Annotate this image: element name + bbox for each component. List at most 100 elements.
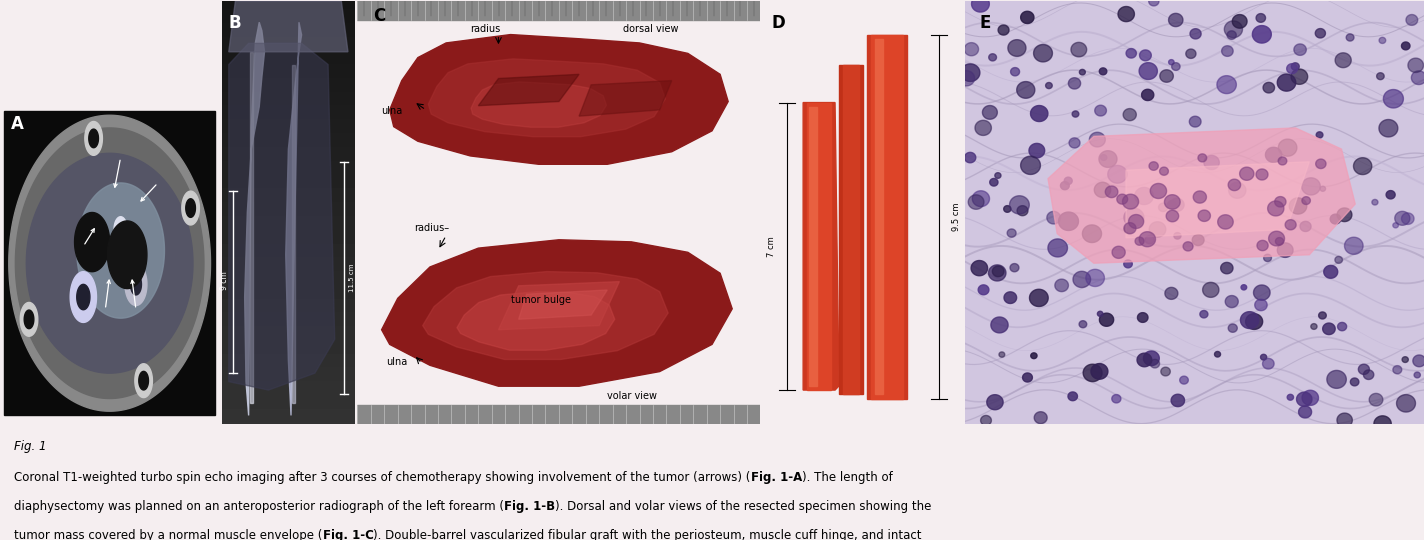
Polygon shape: [85, 122, 103, 156]
Polygon shape: [1292, 63, 1299, 70]
Polygon shape: [1089, 132, 1105, 147]
Polygon shape: [1279, 139, 1297, 156]
Polygon shape: [1145, 235, 1153, 244]
Polygon shape: [1397, 395, 1415, 412]
Polygon shape: [1030, 289, 1048, 307]
Polygon shape: [1004, 206, 1011, 212]
Polygon shape: [971, 260, 988, 276]
Polygon shape: [1263, 359, 1274, 369]
Polygon shape: [1263, 254, 1272, 261]
Polygon shape: [975, 120, 991, 136]
Polygon shape: [1079, 321, 1087, 328]
Polygon shape: [1166, 210, 1179, 222]
Polygon shape: [1240, 167, 1255, 180]
Polygon shape: [1300, 221, 1312, 232]
Polygon shape: [580, 80, 672, 116]
Polygon shape: [1048, 239, 1068, 257]
Polygon shape: [803, 103, 839, 390]
Polygon shape: [971, 0, 990, 12]
Polygon shape: [1055, 279, 1068, 292]
Polygon shape: [1344, 237, 1363, 254]
Polygon shape: [1198, 154, 1206, 162]
Polygon shape: [1143, 351, 1159, 366]
Polygon shape: [1240, 312, 1259, 328]
Text: D: D: [772, 14, 785, 32]
Polygon shape: [498, 282, 619, 330]
Polygon shape: [1159, 70, 1173, 82]
Polygon shape: [1190, 29, 1200, 39]
Polygon shape: [1124, 260, 1132, 268]
Polygon shape: [1408, 58, 1424, 72]
Text: A: A: [11, 115, 24, 133]
Polygon shape: [1198, 210, 1210, 221]
Polygon shape: [987, 395, 1002, 410]
Polygon shape: [70, 272, 97, 322]
Polygon shape: [1316, 29, 1326, 38]
Polygon shape: [1284, 220, 1296, 230]
Polygon shape: [1047, 211, 1061, 224]
Polygon shape: [1203, 156, 1219, 170]
Polygon shape: [1215, 352, 1220, 357]
Text: C: C: [373, 8, 386, 25]
Polygon shape: [1034, 44, 1052, 62]
Polygon shape: [1255, 299, 1267, 310]
Polygon shape: [1337, 208, 1351, 221]
Text: dorsal view: dorsal view: [624, 24, 679, 34]
Polygon shape: [1316, 159, 1326, 168]
Polygon shape: [1022, 373, 1032, 382]
Polygon shape: [185, 199, 195, 218]
Polygon shape: [1302, 197, 1310, 205]
Polygon shape: [1363, 370, 1374, 380]
Text: radius–: radius–: [414, 224, 449, 233]
Polygon shape: [1252, 25, 1272, 43]
Polygon shape: [1169, 14, 1183, 26]
Polygon shape: [1279, 157, 1287, 165]
Polygon shape: [1069, 138, 1079, 148]
Text: Fig. 1: Fig. 1: [14, 441, 47, 454]
Polygon shape: [1218, 215, 1233, 229]
Polygon shape: [1287, 394, 1293, 400]
Polygon shape: [1276, 238, 1283, 245]
Polygon shape: [968, 195, 984, 210]
Polygon shape: [1124, 109, 1136, 121]
Text: E: E: [980, 14, 991, 32]
Polygon shape: [1126, 162, 1310, 238]
Polygon shape: [1358, 364, 1370, 374]
Polygon shape: [961, 64, 980, 82]
Polygon shape: [1099, 313, 1114, 326]
Polygon shape: [1229, 183, 1246, 198]
Polygon shape: [1126, 49, 1136, 58]
Polygon shape: [983, 105, 997, 119]
Polygon shape: [1124, 225, 1134, 234]
Polygon shape: [1136, 353, 1152, 367]
Polygon shape: [1149, 222, 1166, 237]
Polygon shape: [1064, 177, 1072, 185]
Polygon shape: [1316, 132, 1323, 138]
Polygon shape: [991, 317, 1008, 333]
Polygon shape: [1319, 312, 1326, 319]
Polygon shape: [1159, 167, 1169, 176]
Polygon shape: [1000, 352, 1005, 357]
Polygon shape: [867, 35, 907, 399]
Polygon shape: [1183, 242, 1193, 251]
Polygon shape: [1017, 82, 1035, 98]
Polygon shape: [1203, 282, 1219, 298]
Polygon shape: [807, 103, 832, 390]
Polygon shape: [1274, 197, 1286, 207]
Text: Coronal T1-weighted turbo spin echo imaging after 3 courses of chemotherapy show: Coronal T1-weighted turbo spin echo imag…: [14, 471, 750, 484]
Polygon shape: [1122, 194, 1139, 209]
Polygon shape: [1045, 83, 1052, 89]
Polygon shape: [125, 263, 147, 306]
Polygon shape: [1142, 89, 1153, 100]
Polygon shape: [1094, 183, 1111, 198]
Polygon shape: [1292, 69, 1307, 84]
Polygon shape: [1129, 214, 1143, 228]
Polygon shape: [1256, 169, 1267, 180]
Polygon shape: [292, 64, 295, 403]
Polygon shape: [1336, 53, 1351, 68]
Polygon shape: [1299, 406, 1312, 418]
Polygon shape: [1030, 144, 1045, 158]
Polygon shape: [843, 64, 859, 394]
Polygon shape: [1256, 14, 1266, 22]
Polygon shape: [1257, 240, 1269, 251]
